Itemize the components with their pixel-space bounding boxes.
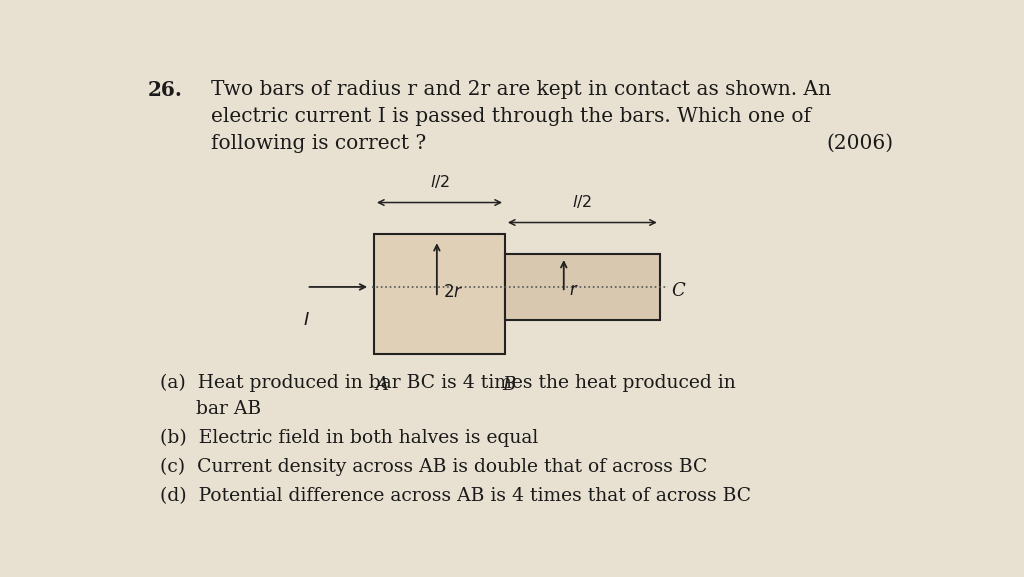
Text: Two bars of radius r and 2r are kept in contact as shown. An: Two bars of radius r and 2r are kept in … (211, 80, 831, 99)
Text: $2r$: $2r$ (443, 284, 464, 301)
Text: (c)  Current density across AB is double that of across BC: (c) Current density across AB is double … (160, 458, 708, 476)
Text: (b)  Electric field in both halves is equal: (b) Electric field in both halves is equ… (160, 429, 538, 447)
Text: (d)  Potential difference across AB is 4 times that of across BC: (d) Potential difference across AB is 4 … (160, 487, 751, 505)
Text: $l/2$: $l/2$ (430, 174, 450, 192)
Bar (505, 254, 659, 320)
Text: 26.: 26. (147, 80, 182, 100)
Text: $r$: $r$ (569, 282, 579, 298)
Text: (a)  Heat produced in bar BC is 4 times the heat produced in: (a) Heat produced in bar BC is 4 times t… (160, 373, 735, 392)
Text: $I$: $I$ (303, 312, 309, 329)
Text: bar AB: bar AB (160, 400, 261, 418)
Text: electric current I is passed through the bars. Which one of: electric current I is passed through the… (211, 107, 811, 126)
Bar (374, 234, 505, 354)
Text: A: A (376, 376, 388, 394)
Text: C: C (672, 282, 685, 301)
Text: B: B (503, 376, 515, 394)
Text: (2006): (2006) (826, 134, 894, 153)
Text: following is correct ?: following is correct ? (211, 134, 427, 153)
Text: $l/2$: $l/2$ (572, 194, 592, 211)
